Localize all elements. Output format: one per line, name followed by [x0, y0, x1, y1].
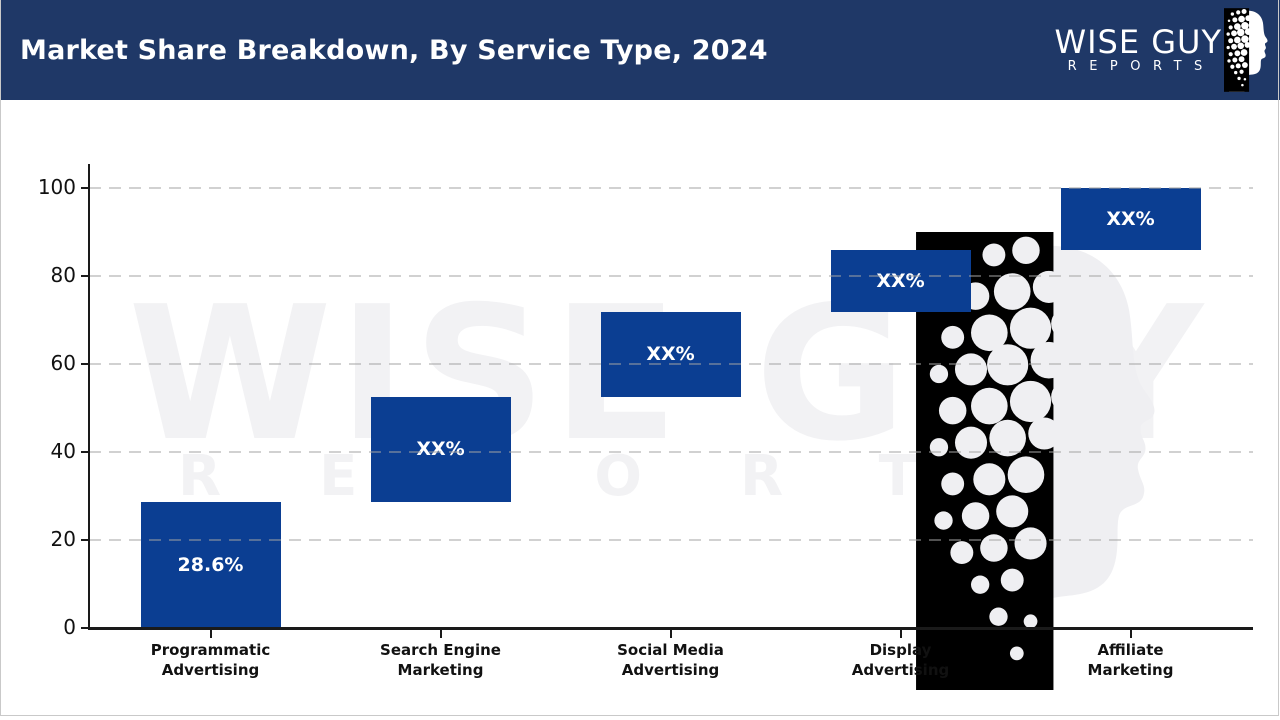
- category-label-line: Marketing: [397, 661, 484, 679]
- y-tick-label: 100: [37, 175, 76, 199]
- category-label-line: Advertising: [851, 661, 950, 679]
- y-tick-mark: [81, 275, 89, 277]
- wise-guy-logo: WISE GUY REPORTS: [1054, 8, 1270, 92]
- page-title: Market Share Breakdown, By Service Type,…: [20, 34, 768, 66]
- category-label-line: Affiliate: [1097, 641, 1164, 659]
- y-tick-label: 0: [63, 615, 76, 639]
- logo-wordmark: WISE GUY: [1054, 23, 1222, 61]
- category-label: Affiliate Marketing: [1021, 640, 1241, 680]
- bar-value-label: 28.6%: [177, 554, 244, 577]
- logo-subtitle: REPORTS: [1067, 59, 1215, 74]
- category-label: Search Engine Marketing: [331, 640, 551, 680]
- category-label-line: Marketing: [1087, 661, 1174, 679]
- gridline: [89, 363, 1253, 365]
- gridline: [89, 187, 1253, 189]
- logo-text: WISE GUY REPORTS: [1054, 25, 1222, 75]
- y-tick-mark: [81, 539, 89, 541]
- header-bar: Market Share Breakdown, By Service Type,…: [0, 0, 1280, 100]
- gridline: [89, 539, 1253, 541]
- y-tick-mark: [81, 363, 89, 365]
- category-label-line: Display: [869, 641, 932, 659]
- gridline: [89, 451, 1253, 453]
- y-tick-label: 40: [50, 439, 76, 463]
- bar-segment: XX%: [600, 311, 741, 397]
- x-axis-line: [88, 627, 1253, 630]
- x-tick-mark: [209, 630, 212, 638]
- category-label-line: Social Media: [617, 641, 724, 659]
- bar-segment: 28.6%: [140, 502, 281, 628]
- bar-segment: XX%: [830, 249, 971, 312]
- y-tick-label: 60: [50, 351, 76, 375]
- category-label: Display Advertising: [791, 640, 1011, 680]
- y-axis-line: [88, 164, 90, 630]
- watermark-subtitle: REPORTS: [178, 444, 1154, 509]
- category-label-line: Advertising: [621, 661, 720, 679]
- category-label-line: Programmatic: [150, 641, 271, 659]
- y-tick-mark: [81, 451, 89, 453]
- category-label-line: Advertising: [161, 661, 260, 679]
- bar-value-label: XX%: [1106, 207, 1155, 230]
- category-label: Programmatic Advertising: [101, 640, 321, 680]
- y-tick-label: 80: [50, 263, 76, 287]
- category-label-line: Search Engine: [380, 641, 501, 659]
- x-tick-mark: [1129, 630, 1132, 638]
- category-label: Social Media Advertising: [561, 640, 781, 680]
- bar-value-label: XX%: [646, 343, 695, 366]
- bar-value-label: XX%: [416, 438, 465, 461]
- bar-value-label: XX%: [876, 269, 925, 292]
- y-tick-label: 20: [50, 527, 76, 551]
- x-tick-mark: [899, 630, 902, 638]
- bar-segment: XX%: [1060, 188, 1201, 250]
- x-tick-mark: [669, 630, 672, 638]
- y-tick-mark: [81, 187, 89, 189]
- gridline: [89, 275, 1253, 277]
- wise-guy-face-icon: [1224, 8, 1268, 92]
- y-tick-mark: [81, 627, 89, 629]
- x-tick-mark: [439, 630, 442, 638]
- bar-segment: XX%: [370, 396, 511, 503]
